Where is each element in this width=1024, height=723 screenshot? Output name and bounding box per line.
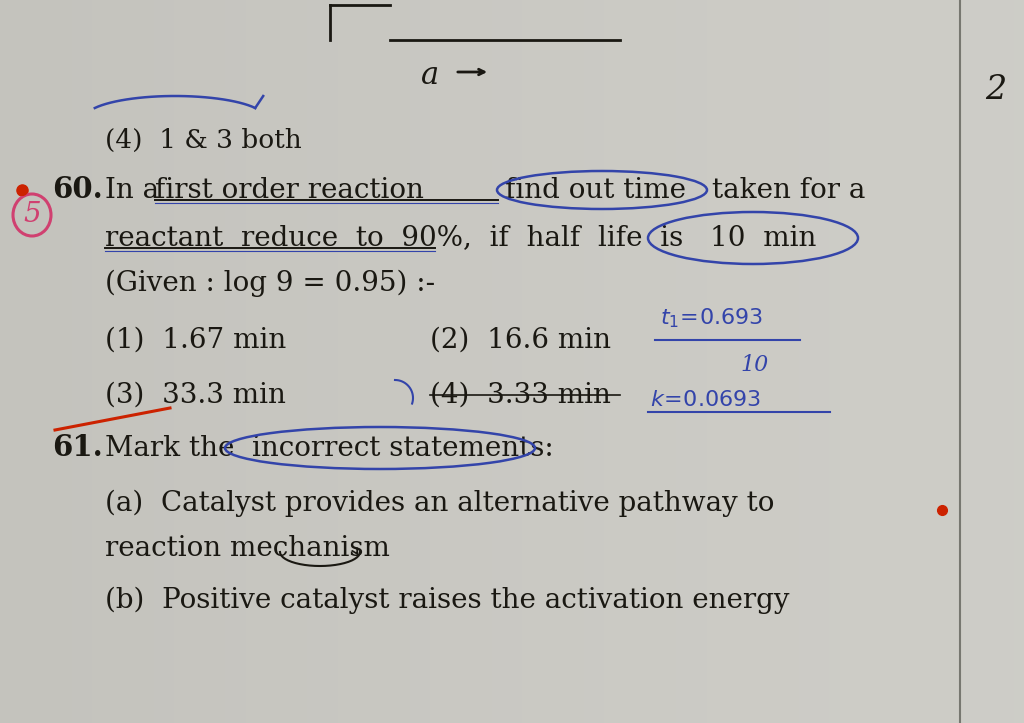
Text: (2)  16.6 min: (2) 16.6 min [430, 327, 611, 354]
Text: Mark the: Mark the [105, 435, 234, 461]
Text: (3)  33.3 min: (3) 33.3 min [105, 382, 286, 408]
Text: $k\!=\!0.0693$: $k\!=\!0.0693$ [650, 389, 761, 411]
Text: 60.: 60. [52, 176, 102, 205]
Text: (a)  Catalyst provides an alternative pathway to: (a) Catalyst provides an alternative pat… [105, 489, 774, 517]
Text: (b)  Positive catalyst raises the activation energy: (b) Positive catalyst raises the activat… [105, 586, 790, 614]
Text: (4)  1 & 3 both: (4) 1 & 3 both [105, 127, 302, 153]
Text: a: a [421, 59, 439, 90]
Text: reactant  reduce  to  90%,  if  half  life  is: reactant reduce to 90%, if half life is [105, 225, 683, 252]
Text: reaction mechanism: reaction mechanism [105, 534, 390, 562]
Text: 61.: 61. [52, 434, 102, 463]
Text: 10: 10 [740, 354, 768, 376]
Text: first order reaction: first order reaction [155, 176, 424, 203]
Text: find out time: find out time [505, 176, 686, 203]
Text: 5: 5 [24, 202, 41, 228]
Text: incorrect statements:: incorrect statements: [252, 435, 554, 461]
Text: In a: In a [105, 176, 168, 203]
Text: (Given : log 9 = 0.95) :-: (Given : log 9 = 0.95) :- [105, 270, 435, 296]
Text: (1)  1.67 min: (1) 1.67 min [105, 327, 287, 354]
Text: $\mathit{t}_1\!=\!0.693$: $\mathit{t}_1\!=\!0.693$ [660, 307, 763, 330]
Text: taken for a: taken for a [712, 176, 865, 203]
Text: 10  min: 10 min [710, 225, 816, 252]
Text: (4)  3.33 min: (4) 3.33 min [430, 382, 611, 408]
Text: 2: 2 [985, 74, 1007, 106]
